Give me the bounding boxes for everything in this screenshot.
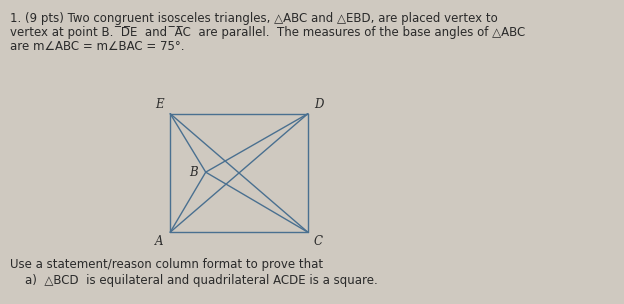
- Text: B: B: [189, 166, 198, 179]
- Text: vertex at point B.  ̅D̅E  and  ̅A̅C  are parallel.  The measures of the base ang: vertex at point B. ̅D̅E and ̅A̅C are par…: [10, 26, 525, 39]
- Text: a)  △BCD  is equilateral and quadrilateral ACDE is a square.: a) △BCD is equilateral and quadrilateral…: [10, 274, 378, 287]
- Text: 1. (9 pts) Two congruent isosceles triangles, △ABC and △EBD, are placed vertex t: 1. (9 pts) Two congruent isosceles trian…: [10, 12, 498, 25]
- Text: Use a statement/reason column format to prove that: Use a statement/reason column format to …: [10, 258, 323, 271]
- Text: are m∠ABC = m∠BAC = 75°.: are m∠ABC = m∠BAC = 75°.: [10, 40, 185, 53]
- Text: C: C: [314, 235, 323, 247]
- Text: D: D: [314, 98, 323, 111]
- Text: E: E: [155, 98, 164, 111]
- Text: A: A: [155, 235, 163, 247]
